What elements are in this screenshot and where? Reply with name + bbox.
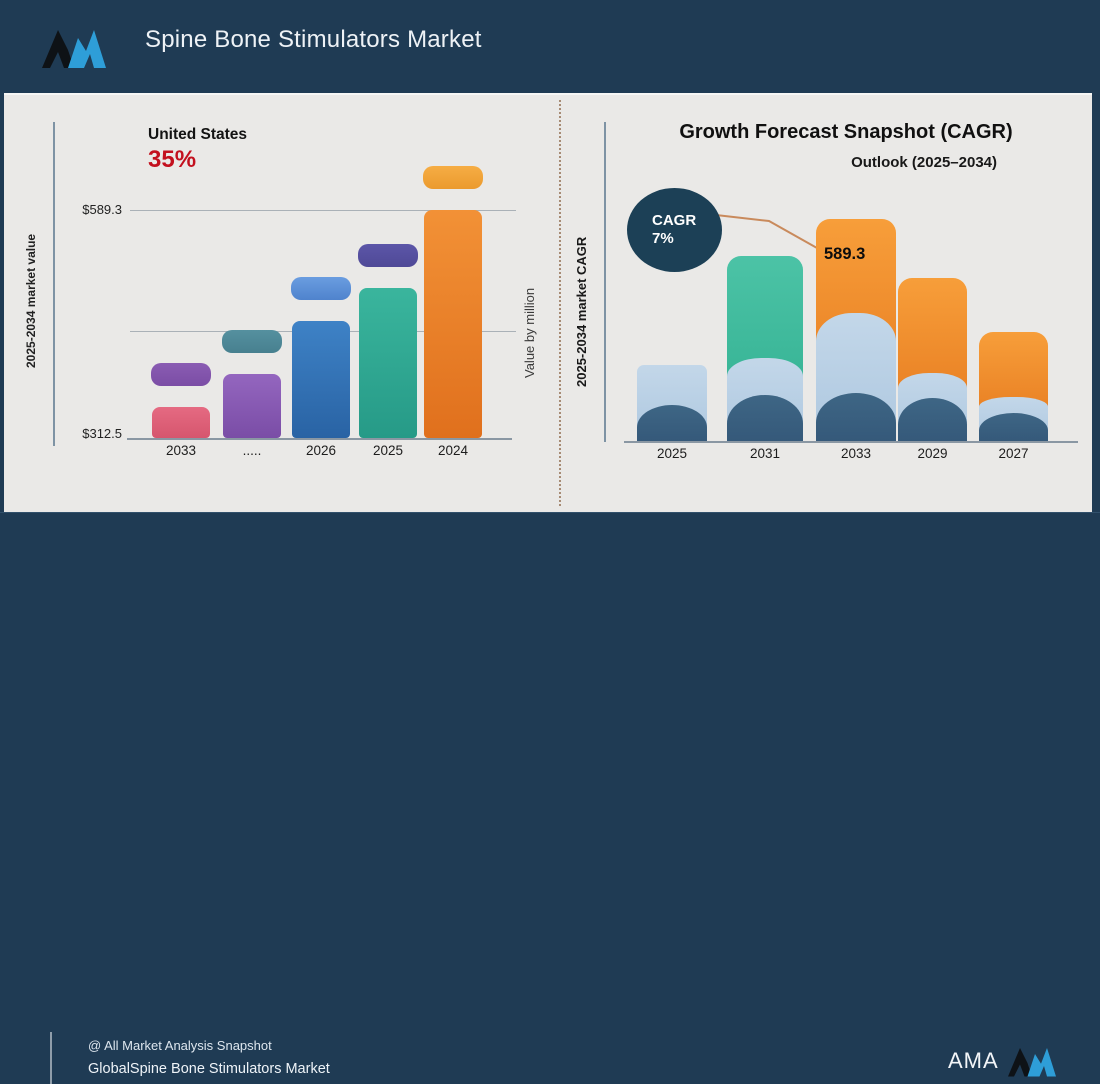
right-chart-subtitle: Outlook (2025–2034): [851, 154, 997, 171]
footer-brand-text: AMA: [948, 1048, 999, 1073]
x-tick-label-.....: .....: [242, 443, 262, 458]
left-chart-y-tick-312: $312.5: [82, 426, 122, 441]
segment-base-2031: [727, 395, 803, 441]
vertical-divider: [559, 100, 561, 506]
left-chart-y-axis-label: 2025-2034 market value: [24, 233, 38, 368]
segment-base-2025: [637, 405, 707, 441]
stacked-bar-2029: [898, 278, 967, 441]
right-chart-y-axis-line: [604, 122, 606, 442]
cagr-badge: CAGR 7%: [627, 188, 722, 272]
x-tick-label-2024: 2024: [437, 443, 469, 458]
segment-base-2029: [898, 398, 967, 441]
bar-cap-2024: [423, 166, 483, 189]
stacked-bar-2025: [637, 365, 707, 441]
right-chart-y-axis-label: 2025-2034 market CAGR: [574, 236, 589, 388]
bar-2024: [424, 210, 482, 438]
x-tick-label-2029: 2029: [917, 446, 948, 461]
cagr-badge-value: 7%: [652, 230, 674, 247]
bar-2025: [359, 288, 417, 438]
segment-base-2027: [979, 413, 1048, 441]
page-title: Spine Bone Stimulators Market: [145, 26, 482, 53]
bar-2033: [152, 407, 210, 438]
x-tick-label-2025: 2025: [656, 446, 688, 461]
footer-report-name: GlobalSpine Bone Stimulators Market: [88, 1061, 330, 1077]
bar-cap-2033: [151, 363, 211, 386]
bar-cap-2025: [358, 244, 418, 267]
bar-cap-.....: [222, 330, 282, 353]
right-chart-title: Growth Forecast Snapshot (CAGR): [679, 121, 1013, 143]
stacked-bar-2027: [979, 332, 1048, 441]
x-tick-label-2027: 2027: [998, 446, 1029, 461]
left-chart-y-tick-589: $589.3: [82, 202, 122, 217]
left-chart-x-axis-line: [127, 438, 512, 440]
bar-2026: [292, 321, 350, 438]
stacked-bar-2031: [727, 256, 803, 441]
left-chart-highlight-value: 35%: [148, 146, 197, 173]
x-tick-label-2033: 2033: [840, 446, 872, 461]
bar-cap-2026: [291, 277, 351, 300]
right-chart-value-annotation: 589.3: [824, 245, 866, 263]
ama-logo-icon: [1008, 1048, 1056, 1077]
footer-note: @ All Market Analysis Snapshot: [88, 1038, 272, 1053]
x-tick-label-2033: 2033: [165, 443, 197, 458]
bar-.....: [223, 374, 281, 438]
right-chart-x-axis-line: [624, 441, 1078, 443]
x-tick-label-2026: 2026: [305, 443, 337, 458]
footer-divider: [50, 1032, 52, 1084]
left-chart-y-axis-line: [53, 122, 55, 446]
ama-logo-icon: [42, 30, 106, 68]
footer: @ All Market Analysis Snapshot GlobalSpi…: [0, 512, 1100, 1084]
segment-base-2033: [816, 393, 896, 441]
stacked-bar-2033: [816, 219, 896, 441]
header: Spine Bone Stimulators Market: [0, 0, 1100, 93]
left-chart-gridline-upper: [130, 210, 516, 211]
x-tick-label-2025: 2025: [372, 443, 404, 458]
value-by-million-label: Value by million: [522, 287, 537, 379]
x-tick-label-2031: 2031: [749, 446, 781, 461]
left-chart-title: United States: [148, 126, 248, 143]
cagr-badge-label: CAGR: [652, 212, 697, 229]
